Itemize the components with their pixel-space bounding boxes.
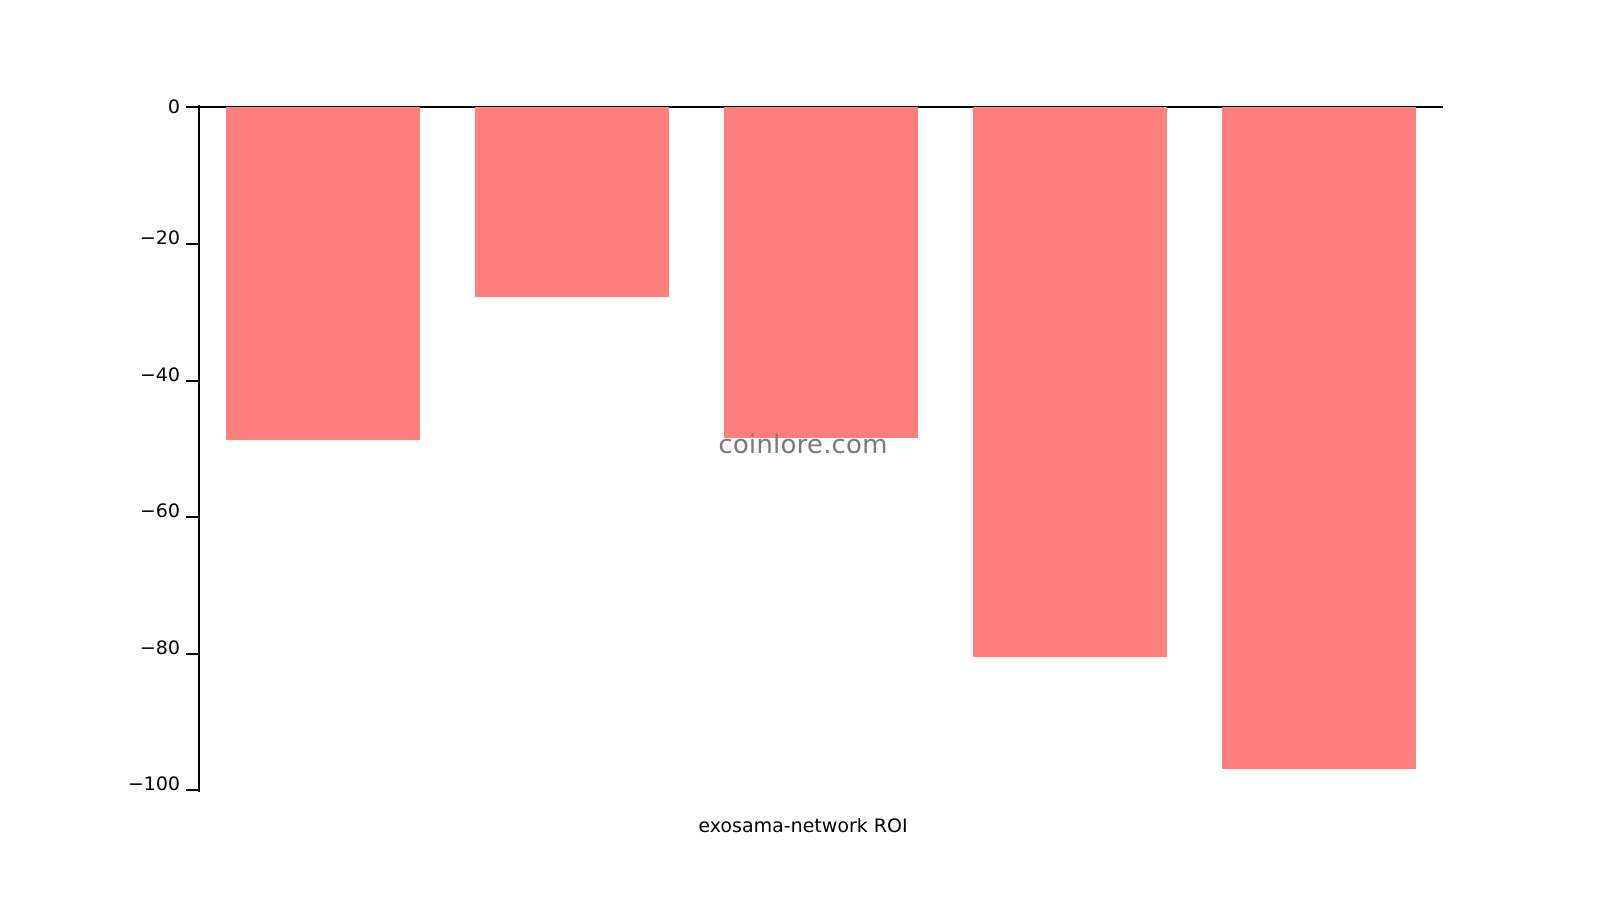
bar [475,107,670,297]
y-tick-mark-40 [186,380,199,382]
zero-baseline [199,106,1443,108]
y-tick-label-40: −40 [139,364,180,386]
coinlore-watermark: coinlore.com [0,430,1600,460]
plot-area [199,107,1443,790]
y-tick-mark-60 [186,516,199,518]
y-tick-label-80: −80 [139,637,180,659]
x-axis-label-text: exosama-network ROI [698,815,908,837]
bar [972,107,1167,658]
y-tick-label-60: −60 [139,500,180,522]
y-tick-mark-80 [186,653,199,655]
watermark-text: coinlore.com [718,430,888,460]
y-tick-label-20: −20 [139,227,180,249]
y-tick-label-0: 0 [167,96,180,118]
bar [723,107,919,439]
bar [226,107,421,441]
y-tick-mark-0 [186,106,199,108]
y-tick-mark-20 [186,243,199,245]
y-tick-label-100: −100 [127,773,180,795]
x-axis-label: exosama-network ROI [0,815,1600,837]
y-tick-mark-100 [186,789,199,791]
y-axis-spine [198,105,200,792]
bar [1221,107,1416,769]
